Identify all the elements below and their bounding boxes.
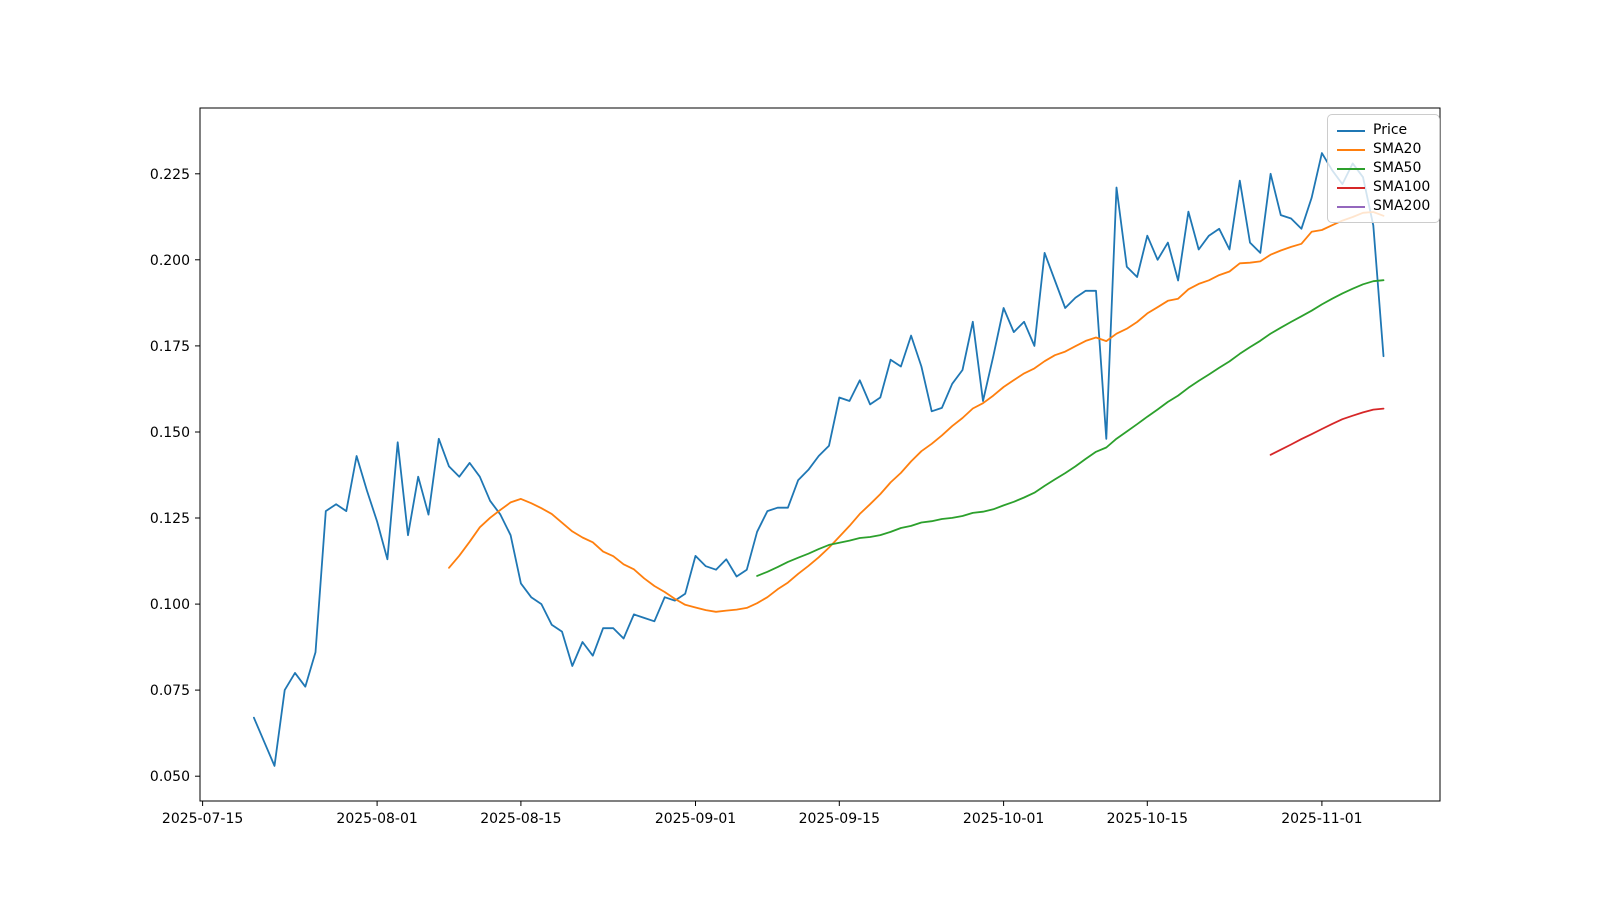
y-tick-label: 0.125 bbox=[150, 511, 190, 527]
y-tick-label: 0.175 bbox=[150, 339, 190, 355]
y-tick-label: 0.075 bbox=[150, 683, 190, 699]
x-tick-label: 2025-07-15 bbox=[162, 811, 243, 827]
legend-label-sma200: SMA200 bbox=[1373, 198, 1431, 214]
x-tick-label: 2025-08-01 bbox=[336, 811, 417, 827]
x-tick-label: 2025-09-01 bbox=[655, 811, 736, 827]
legend-swatch-sma50 bbox=[1337, 167, 1365, 170]
sma100-line bbox=[1269, 407, 1385, 456]
legend-label-sma20: SMA20 bbox=[1373, 141, 1422, 157]
sma20-line bbox=[448, 211, 1385, 613]
legend: Price SMA20 SMA50 SMA100 SMA200 bbox=[1327, 114, 1441, 223]
legend-item-sma20: SMA20 bbox=[1337, 140, 1430, 159]
sma50-line bbox=[756, 279, 1385, 577]
legend-swatch-sma100 bbox=[1337, 186, 1365, 189]
x-tick-label: 2025-10-01 bbox=[963, 811, 1044, 827]
y-tick-label: 0.100 bbox=[150, 597, 190, 613]
y-tick-label: 0.050 bbox=[150, 769, 190, 785]
plot-frame bbox=[199, 107, 1441, 802]
x-tick-label: 2025-11-01 bbox=[1281, 811, 1362, 827]
legend-item-sma100: SMA100 bbox=[1337, 178, 1430, 197]
legend-swatch-sma200 bbox=[1337, 205, 1365, 208]
legend-swatch-price bbox=[1337, 129, 1365, 132]
legend-item-price: Price bbox=[1337, 121, 1430, 140]
y-tick-label: 0.150 bbox=[150, 425, 190, 441]
legend-item-sma200: SMA200 bbox=[1337, 197, 1430, 216]
legend-label-sma100: SMA100 bbox=[1373, 179, 1431, 195]
x-tick-label: 2025-09-15 bbox=[799, 811, 880, 827]
legend-swatch-sma20 bbox=[1337, 148, 1365, 151]
y-tick-label: 0.200 bbox=[150, 253, 190, 269]
x-tick-label: 2025-08-15 bbox=[480, 811, 561, 827]
legend-label-price: Price bbox=[1373, 122, 1408, 138]
y-tick-label: 0.225 bbox=[150, 167, 190, 183]
legend-label-sma50: SMA50 bbox=[1373, 160, 1422, 176]
x-tick-label: 2025-10-15 bbox=[1107, 811, 1188, 827]
price-line bbox=[252, 152, 1385, 767]
legend-item-sma50: SMA50 bbox=[1337, 159, 1430, 178]
